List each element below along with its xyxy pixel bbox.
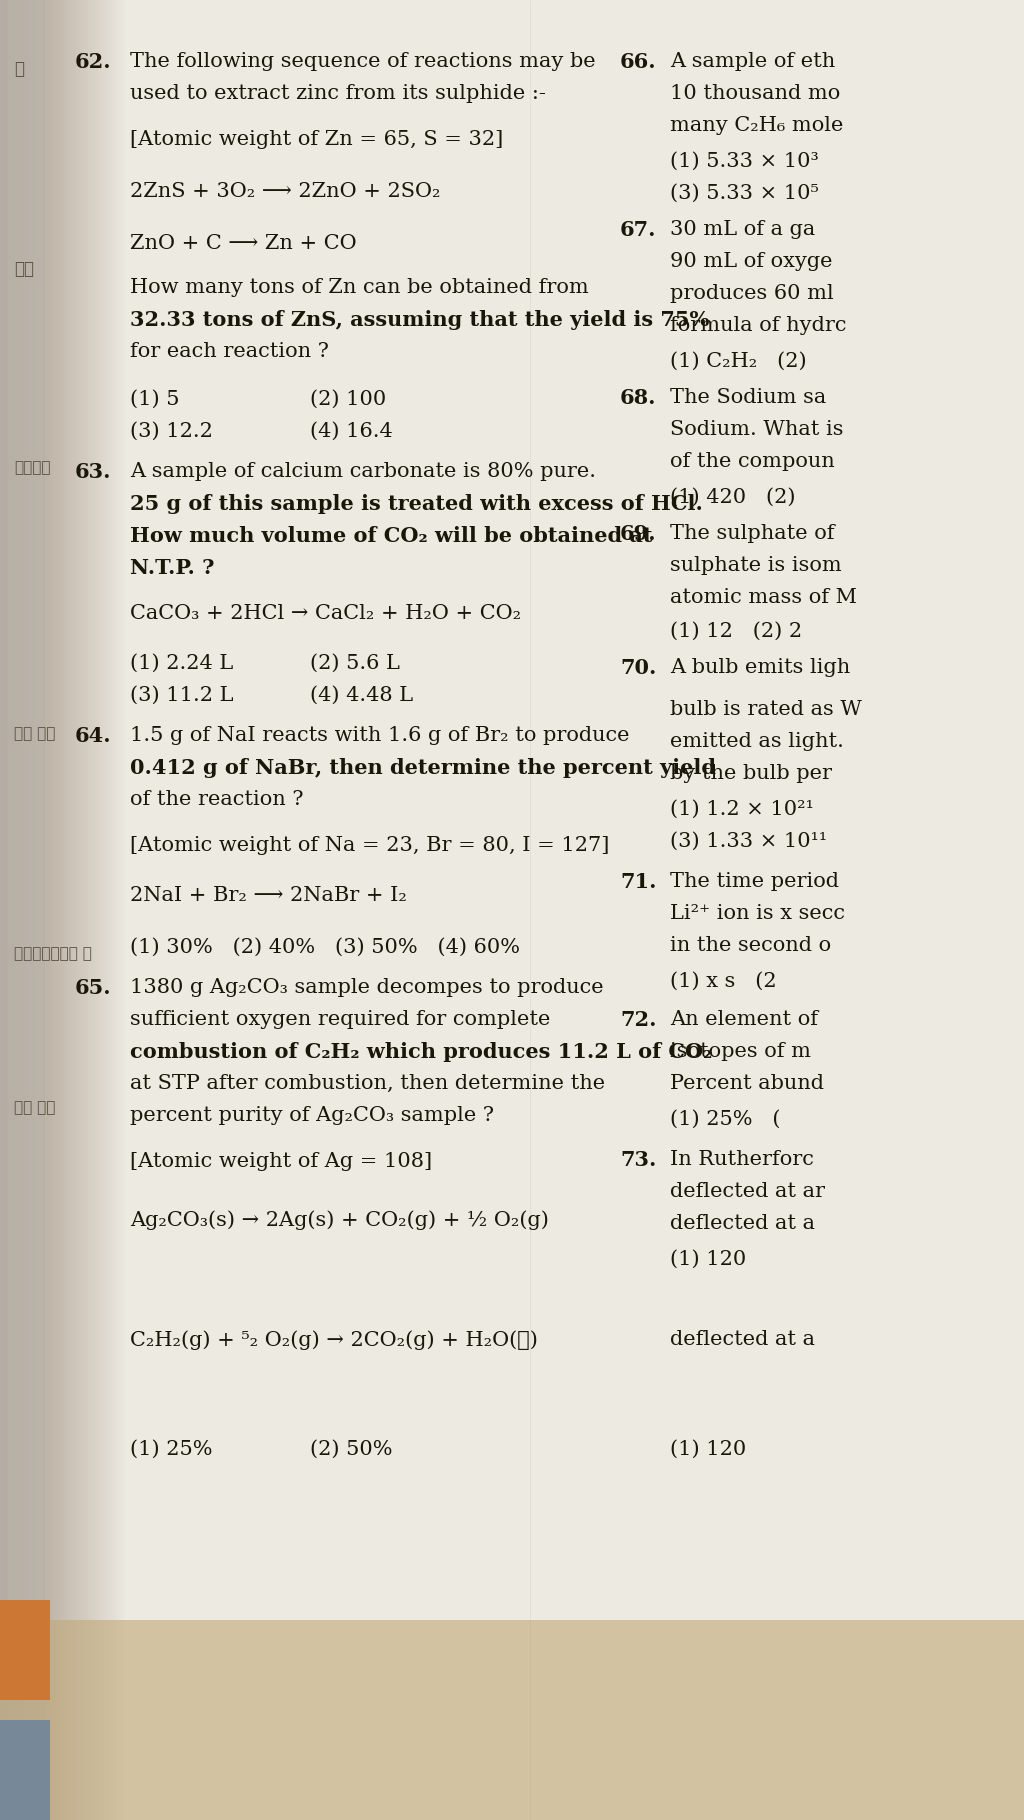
Text: 67.: 67. [620, 220, 656, 240]
Text: 72.: 72. [620, 1010, 656, 1030]
Text: (1) 420   (2): (1) 420 (2) [670, 488, 796, 508]
Text: नारा: नारा [14, 460, 50, 475]
Text: by the bulb per: by the bulb per [670, 764, 831, 783]
Text: 30 mL of a ga: 30 mL of a ga [670, 220, 815, 238]
Text: न: न [14, 60, 24, 78]
Text: 10 thousand mo: 10 thousand mo [670, 84, 841, 104]
Text: In Rutherforc: In Rutherforc [670, 1150, 814, 1168]
Text: (3) 1.33 × 10¹¹: (3) 1.33 × 10¹¹ [670, 832, 827, 852]
Text: at STP after combustion, then determine the: at STP after combustion, then determine … [130, 1074, 605, 1094]
Text: (1) x s   (2: (1) x s (2 [670, 972, 776, 992]
Text: 64.: 64. [75, 726, 112, 746]
Text: (1) 5.33 × 10³: (1) 5.33 × 10³ [670, 153, 819, 171]
Text: [Atomic weight of Ag = 108]: [Atomic weight of Ag = 108] [130, 1152, 432, 1170]
Text: 69.: 69. [620, 524, 656, 544]
Text: deflected at a: deflected at a [670, 1214, 815, 1232]
Text: deflected at a: deflected at a [670, 1330, 815, 1349]
Text: (1) C₂H₂   (2): (1) C₂H₂ (2) [670, 351, 807, 371]
Text: नल: नल [14, 260, 34, 278]
Text: [Atomic weight of Zn = 65, S = 32]: [Atomic weight of Zn = 65, S = 32] [130, 129, 503, 149]
Text: 65.: 65. [75, 977, 112, 997]
Text: 63.: 63. [75, 462, 112, 482]
Text: (1) 120: (1) 120 [670, 1250, 746, 1269]
Text: many C₂H₆ mole: many C₂H₆ mole [670, 116, 844, 135]
Text: used to extract zinc from its sulphide :-: used to extract zinc from its sulphide :… [130, 84, 546, 104]
Text: Sodium. What is: Sodium. What is [670, 420, 844, 439]
Text: (1) 1.2 × 10²¹: (1) 1.2 × 10²¹ [670, 801, 814, 819]
Text: The time period: The time period [670, 872, 839, 892]
Text: The following sequence of reactions may be: The following sequence of reactions may … [130, 53, 596, 71]
Text: ही हो: ही हो [14, 726, 55, 741]
Text: 62.: 62. [75, 53, 112, 73]
Text: Li²⁺ ion is x secc: Li²⁺ ion is x secc [670, 905, 845, 923]
Text: (1) 12   (2) 2: (1) 12 (2) 2 [670, 622, 802, 641]
Text: atomic mass of M: atomic mass of M [670, 588, 857, 608]
Text: (1) 25%   (: (1) 25% ( [670, 1110, 780, 1128]
Text: emitted as light.: emitted as light. [670, 732, 844, 752]
Text: 2ZnS + 3O₂ ⟶ 2ZnO + 2SO₂: 2ZnS + 3O₂ ⟶ 2ZnO + 2SO₂ [130, 182, 440, 200]
Text: How many tons of Zn can be obtained from: How many tons of Zn can be obtained from [130, 278, 589, 297]
Text: 73.: 73. [620, 1150, 656, 1170]
Text: (1) 30%   (2) 40%   (3) 50%   (4) 60%: (1) 30% (2) 40% (3) 50% (4) 60% [130, 937, 520, 957]
Text: of the compoun: of the compoun [670, 451, 835, 471]
Text: bulb is rated as W: bulb is rated as W [670, 701, 862, 719]
Text: percent purity of Ag₂CO₃ sample ?: percent purity of Ag₂CO₃ sample ? [130, 1107, 494, 1125]
Text: (1) 120: (1) 120 [670, 1440, 746, 1460]
Text: sufficient oxygen required for complete: sufficient oxygen required for complete [130, 1010, 550, 1028]
Bar [0, 1600, 50, 1700]
Text: 90 mL of oxyge: 90 mL of oxyge [670, 251, 833, 271]
Text: The Sodium sa: The Sodium sa [670, 388, 826, 408]
Bar [0, 0, 55, 1820]
Bar [0, 1620, 1024, 1820]
Text: in the second o: in the second o [670, 935, 831, 956]
Text: (3) 5.33 × 10⁵: (3) 5.33 × 10⁵ [670, 184, 819, 204]
Text: 1380 g Ag₂CO₃ sample decompes to produce: 1380 g Ag₂CO₃ sample decompes to produce [130, 977, 603, 997]
Text: N.T.P. ?: N.T.P. ? [130, 559, 214, 579]
Text: A sample of eth: A sample of eth [670, 53, 836, 71]
Text: The sulphate of: The sulphate of [670, 524, 835, 542]
Text: sulphate is isom: sulphate is isom [670, 555, 842, 575]
Text: (4) 4.48 L: (4) 4.48 L [310, 686, 413, 704]
Text: 66.: 66. [620, 53, 656, 73]
Text: (1) 5: (1) 5 [130, 389, 179, 410]
Text: ZnO + C ⟶ Zn + CO: ZnO + C ⟶ Zn + CO [130, 235, 356, 253]
Text: combustion of C₂H₂ which produces 11.2 L of CO₂: combustion of C₂H₂ which produces 11.2 L… [130, 1043, 713, 1063]
Text: [Atomic weight of Na = 23, Br = 80, I = 127]: [Atomic weight of Na = 23, Br = 80, I = … [130, 835, 609, 855]
Text: Ag₂CO₃(s) → 2Ag(s) + CO₂(g) + ½ O₂(g): Ag₂CO₃(s) → 2Ag(s) + CO₂(g) + ½ O₂(g) [130, 1210, 549, 1230]
Text: (3) 12.2: (3) 12.2 [130, 422, 213, 440]
Text: (1) 25%: (1) 25% [130, 1440, 213, 1460]
Text: How much volume of CO₂ will be obtained at: How much volume of CO₂ will be obtained … [130, 526, 652, 546]
Text: 25 g of this sample is treated with excess of HCl.: 25 g of this sample is treated with exce… [130, 493, 702, 513]
Bar [0, 1720, 50, 1820]
Text: 0.412 g of NaBr, then determine the percent yield: 0.412 g of NaBr, then determine the perc… [130, 757, 716, 777]
Text: A bulb emits ligh: A bulb emits ligh [670, 659, 850, 677]
Text: Percent abund: Percent abund [670, 1074, 824, 1094]
Text: (2) 5.6 L: (2) 5.6 L [310, 653, 400, 673]
Text: of the reaction ?: of the reaction ? [130, 790, 303, 810]
Text: 68.: 68. [620, 388, 656, 408]
Text: 70.: 70. [620, 659, 656, 679]
Text: 1.5 g of NaI reacts with 1.6 g of Br₂ to produce: 1.5 g of NaI reacts with 1.6 g of Br₂ to… [130, 726, 630, 744]
Text: (2) 100: (2) 100 [310, 389, 386, 410]
Text: produces 60 ml: produces 60 ml [670, 284, 834, 302]
Text: के गय: के गय [14, 1099, 55, 1116]
Text: formula of hydrc: formula of hydrc [670, 317, 847, 335]
Text: (2) 50%: (2) 50% [310, 1440, 392, 1460]
Text: (3) 11.2 L: (3) 11.2 L [130, 686, 233, 704]
Text: isotopes of m: isotopes of m [670, 1043, 811, 1061]
Text: (1) 2.24 L: (1) 2.24 L [130, 653, 233, 673]
Text: 2NaI + Br₂ ⟶ 2NaBr + I₂: 2NaI + Br₂ ⟶ 2NaBr + I₂ [130, 886, 407, 905]
Text: An element of: An element of [670, 1010, 818, 1028]
Text: (4) 16.4: (4) 16.4 [310, 422, 393, 440]
Text: deflected at ar: deflected at ar [670, 1181, 825, 1201]
Text: for each reaction ?: for each reaction ? [130, 342, 329, 360]
Text: CaCO₃ + 2HCl → CaCl₂ + H₂O + CO₂: CaCO₃ + 2HCl → CaCl₂ + H₂O + CO₂ [130, 604, 521, 622]
Text: 71.: 71. [620, 872, 656, 892]
Text: A sample of calcium carbonate is 80% pure.: A sample of calcium carbonate is 80% pur… [130, 462, 596, 480]
Text: C₂H₂(g) + ⁵₂ O₂(g) → 2CO₂(g) + H₂O(ℓ): C₂H₂(g) + ⁵₂ O₂(g) → 2CO₂(g) + H₂O(ℓ) [130, 1330, 538, 1350]
Text: श्रेष्ठ म: श्रेष्ठ म [14, 946, 92, 961]
Text: 32.33 tons of ZnS, assuming that the yield is 75%: 32.33 tons of ZnS, assuming that the yie… [130, 309, 710, 329]
